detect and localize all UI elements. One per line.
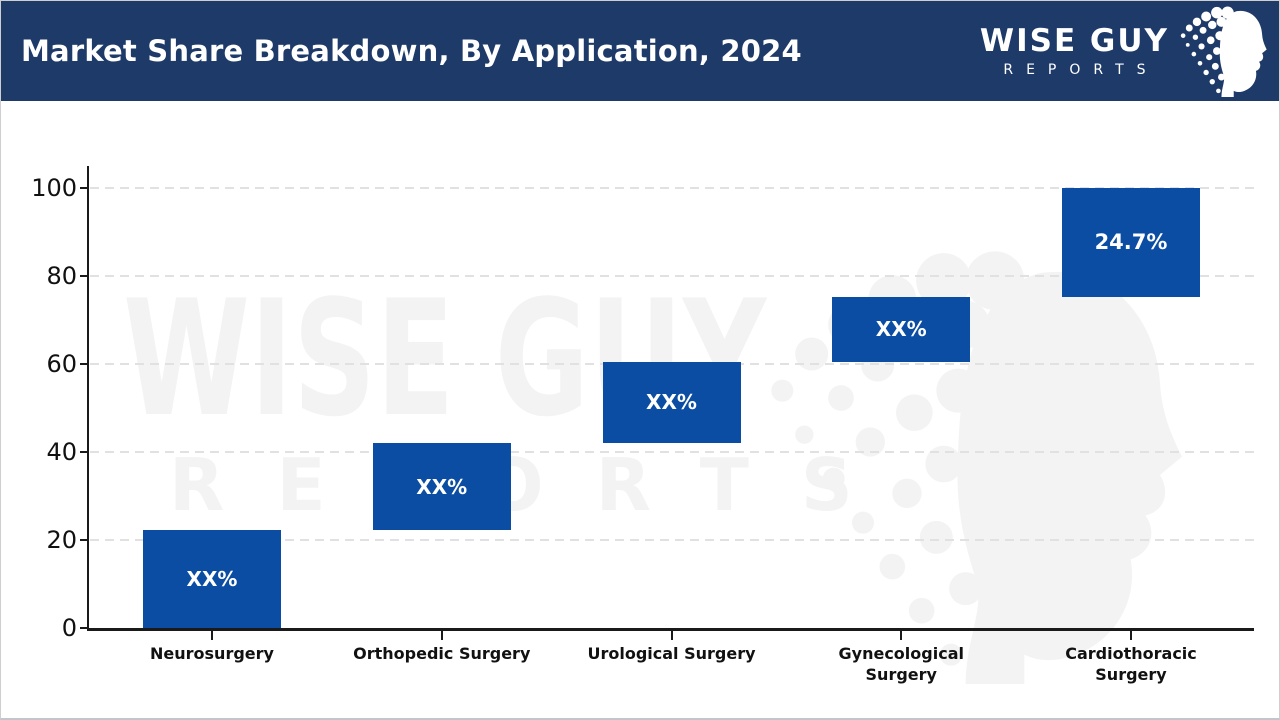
x-category-label: Urological Surgery bbox=[587, 644, 756, 663]
gridline-y-100 bbox=[90, 187, 1254, 189]
bar-value-label: XX% bbox=[416, 474, 468, 499]
bar-orthopedic-surgery: XX% bbox=[372, 443, 511, 530]
x-category-label: Orthopedic Surgery bbox=[353, 644, 531, 663]
x-axis-tick bbox=[211, 630, 213, 640]
bar-value-label: 24.7% bbox=[1094, 230, 1168, 255]
watermark-subtitle: REPORTS bbox=[169, 443, 905, 527]
bar-urological-surgery: XX% bbox=[602, 361, 741, 444]
x-axis-line bbox=[87, 628, 1254, 631]
x-category-label: Gynecological Surgery bbox=[838, 644, 964, 684]
y-tick-label: 40 bbox=[46, 438, 77, 466]
y-axis-tick bbox=[80, 627, 89, 629]
bar-value-label: XX% bbox=[875, 317, 927, 342]
y-axis-line bbox=[87, 166, 89, 630]
y-axis-tick bbox=[80, 539, 89, 541]
y-axis-tick bbox=[80, 275, 89, 277]
x-axis-tick bbox=[1130, 630, 1132, 640]
y-tick-label: 80 bbox=[46, 262, 77, 290]
y-tick-label: 0 bbox=[61, 614, 77, 642]
x-category-label: Cardiothoracic Surgery bbox=[1065, 644, 1197, 684]
bar-cardiothoracic: 24.7% bbox=[1062, 188, 1200, 297]
wiseguy-face-icon bbox=[1173, 5, 1273, 97]
bar-neurosurgery: XX% bbox=[143, 529, 281, 628]
gridline-y-80 bbox=[90, 275, 1254, 277]
wiseguy-logo: WISE GUY REPORTS bbox=[980, 1, 1273, 101]
bar-value-label: XX% bbox=[646, 390, 697, 415]
logo-subtitle: REPORTS bbox=[1003, 61, 1159, 78]
logo-wordmark: WISE GUY bbox=[979, 22, 1169, 59]
y-tick-label: 100 bbox=[31, 174, 77, 202]
bar-gynecological: XX% bbox=[832, 296, 971, 362]
bar-value-label: XX% bbox=[186, 566, 238, 591]
y-tick-label: 60 bbox=[46, 350, 77, 378]
y-axis-tick bbox=[80, 187, 89, 189]
wiseguy-logo-text: WISE GUY REPORTS bbox=[979, 22, 1169, 78]
x-axis-tick bbox=[440, 630, 443, 640]
x-axis-tick bbox=[670, 630, 673, 640]
y-tick-label: 20 bbox=[46, 526, 77, 554]
chart-area: WISE GUY REPORTS 0 20 40 60 80 100 XX% Neurosur… bbox=[1, 101, 1279, 720]
x-category-label: Neurosurgery bbox=[150, 644, 274, 663]
header-bar: Market Share Breakdown, By Application, … bbox=[1, 1, 1279, 101]
x-axis-tick bbox=[900, 630, 903, 640]
y-axis-tick bbox=[80, 363, 89, 365]
chart-title: Market Share Breakdown, By Application, … bbox=[21, 34, 802, 68]
y-axis-tick bbox=[80, 451, 89, 453]
gridline-y-20 bbox=[90, 539, 1254, 541]
gridline-y-40 bbox=[90, 451, 1254, 453]
